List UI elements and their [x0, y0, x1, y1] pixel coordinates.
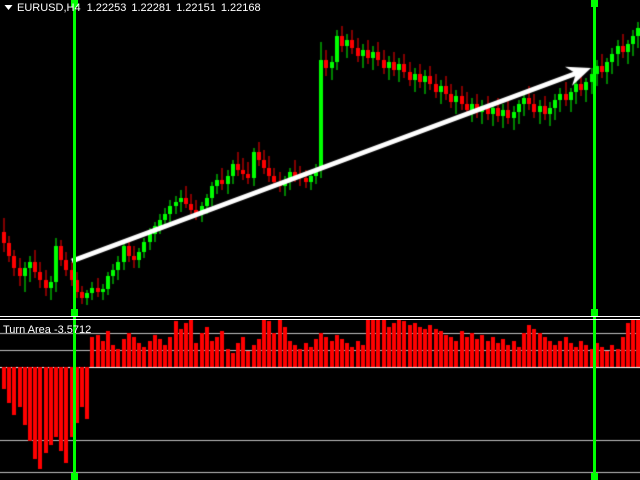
vline-left-handle-bottom[interactable] — [71, 473, 78, 480]
vline-left-handle-mid[interactable] — [71, 309, 78, 316]
pane-separator-top — [0, 316, 640, 317]
vertical-line-right[interactable] — [591, 0, 598, 480]
price-chart-pane[interactable] — [0, 0, 640, 316]
candlestick-canvas[interactable] — [0, 0, 640, 316]
vline-left-handle-top[interactable] — [71, 0, 78, 7]
vline-right-handle-top[interactable] — [591, 0, 598, 7]
vline-right-handle-mid[interactable] — [591, 309, 598, 316]
indicator-pane[interactable] — [0, 320, 640, 480]
vertical-line-left[interactable] — [71, 0, 78, 480]
vline-right-handle-bottom[interactable] — [591, 473, 598, 480]
turn-area-histogram-canvas[interactable] — [0, 320, 640, 480]
pane-separator-bottom — [0, 319, 640, 320]
